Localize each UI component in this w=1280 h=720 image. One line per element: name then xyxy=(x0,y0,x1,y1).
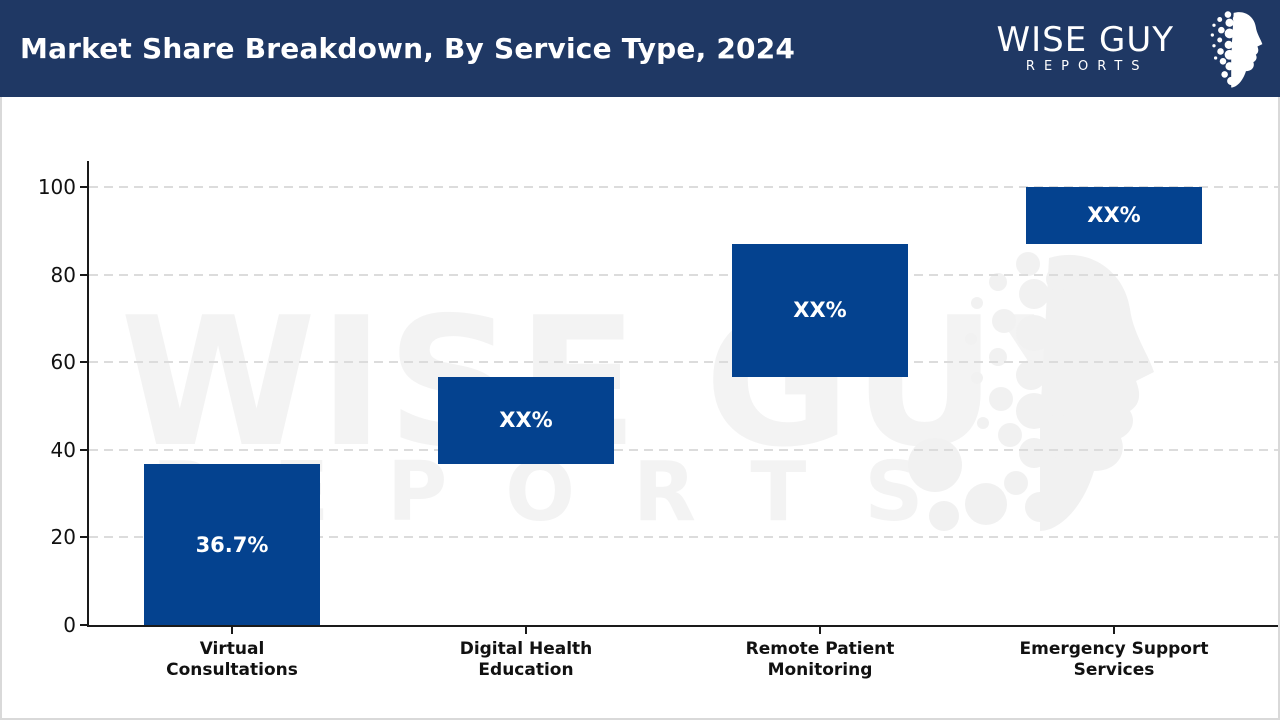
gridline xyxy=(89,273,1278,276)
waterfall-chart: 0 20 40 60 80 100 36.7% Virtual Consultations XX… xyxy=(2,97,1278,718)
x-axis-category-label: Remote Patient Monitoring xyxy=(745,639,895,680)
brand-wordmark: WISE GUY REPORTS xyxy=(996,23,1174,74)
y-axis-tick xyxy=(80,186,87,188)
watermark-text: WISE GUY xyxy=(120,279,1130,486)
bar-value-label: XX% xyxy=(1087,203,1141,228)
y-axis-tick-label: 0 xyxy=(63,613,76,637)
x-axis-line xyxy=(87,625,1278,627)
bar[interactable]: XX% xyxy=(438,376,614,465)
brand-face-icon xyxy=(1210,10,1263,88)
bar[interactable]: 36.7% xyxy=(144,464,320,625)
y-axis-tick-label: 80 xyxy=(50,262,76,287)
brand-subtitle: REPORTS xyxy=(1025,59,1149,74)
x-axis-tick xyxy=(525,627,527,634)
watermark-face-icon xyxy=(908,252,1154,532)
x-axis-category-label: Emergency Support Services xyxy=(1019,639,1209,680)
x-axis-tick xyxy=(231,627,233,634)
brand-logo: WISE GUY REPORTS xyxy=(996,8,1280,90)
x-axis-tick xyxy=(819,627,821,634)
y-axis-tick-label: 100 xyxy=(37,175,76,199)
gridline xyxy=(89,361,1278,364)
x-axis-category-label: Virtual Consultations xyxy=(166,639,298,680)
chart-area: WISE GUY REPORTS 0 20 40 60 80 100 36.7% Virtua… xyxy=(0,97,1280,720)
y-axis-line xyxy=(87,160,89,627)
x-axis-tick xyxy=(1113,627,1115,634)
y-axis-tick-label: 60 xyxy=(50,350,76,375)
y-axis-tick-label: 20 xyxy=(50,525,76,550)
bar-value-label: 36.7% xyxy=(195,532,269,557)
gridline xyxy=(89,448,1278,451)
y-axis-tick-label: 40 xyxy=(50,437,76,462)
bar[interactable]: XX% xyxy=(732,243,908,377)
y-axis-tick xyxy=(80,624,87,626)
bar-value-label: XX% xyxy=(499,408,553,433)
y-axis-tick xyxy=(80,536,87,539)
gridline xyxy=(89,536,1278,539)
header-bar: Market Share Breakdown, By Service Type,… xyxy=(0,0,1280,97)
bar-value-label: XX% xyxy=(793,298,847,323)
bar[interactable]: XX% xyxy=(1026,187,1202,244)
page-title: Market Share Breakdown, By Service Type,… xyxy=(20,32,796,65)
y-axis-tick xyxy=(80,448,87,451)
brand-name: WISE GUY xyxy=(996,20,1174,60)
x-axis-category-label: Digital Health Education xyxy=(459,639,593,680)
y-axis-tick xyxy=(80,361,87,364)
y-axis-tick xyxy=(80,273,87,276)
gridline xyxy=(89,186,1278,188)
